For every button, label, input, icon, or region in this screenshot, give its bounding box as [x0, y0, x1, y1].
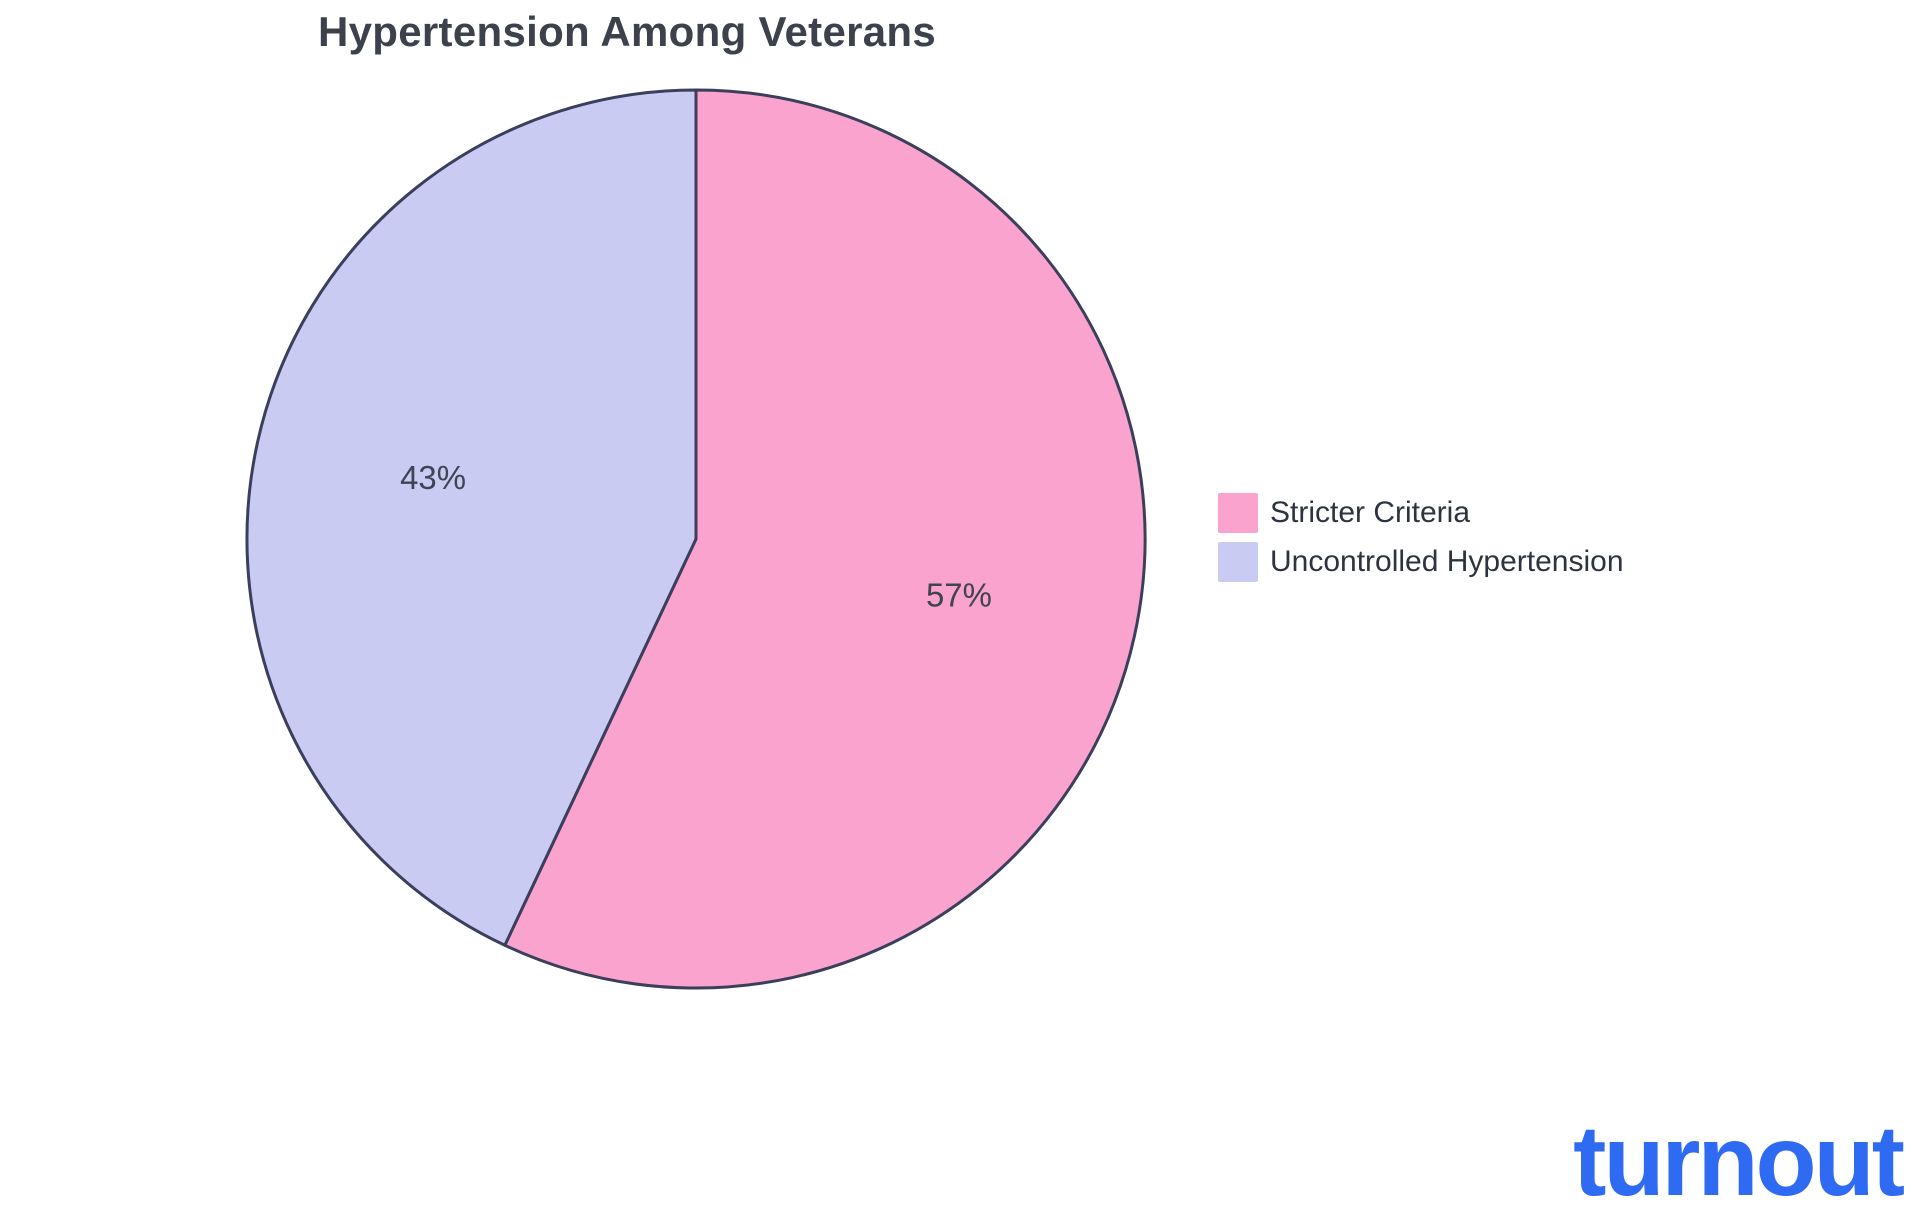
pie-chart: 57% 43%: [245, 88, 1147, 990]
pie-percent-label: 57%: [926, 576, 992, 613]
brand-wordmark: turnout: [1573, 1105, 1905, 1217]
legend-swatch: [1218, 542, 1258, 582]
pie-slice-uncontrolled-hypertension: [245, 88, 698, 947]
legend-label: Stricter Criteria: [1270, 496, 1471, 529]
legend-item: Uncontrolled Hypertension: [1218, 542, 1624, 582]
pie-slice-stricter-criteria: [503, 88, 1147, 990]
legend-swatch: [1218, 493, 1258, 533]
pie-percent-label: 43%: [400, 459, 466, 496]
legend-item: Stricter Criteria: [1218, 493, 1624, 533]
legend-label: Uncontrolled Hypertension: [1270, 545, 1624, 578]
chart-title: Hypertension Among Veterans: [318, 8, 937, 55]
chart-legend: Stricter Criteria Uncontrolled Hypertensi…: [1218, 493, 1624, 582]
